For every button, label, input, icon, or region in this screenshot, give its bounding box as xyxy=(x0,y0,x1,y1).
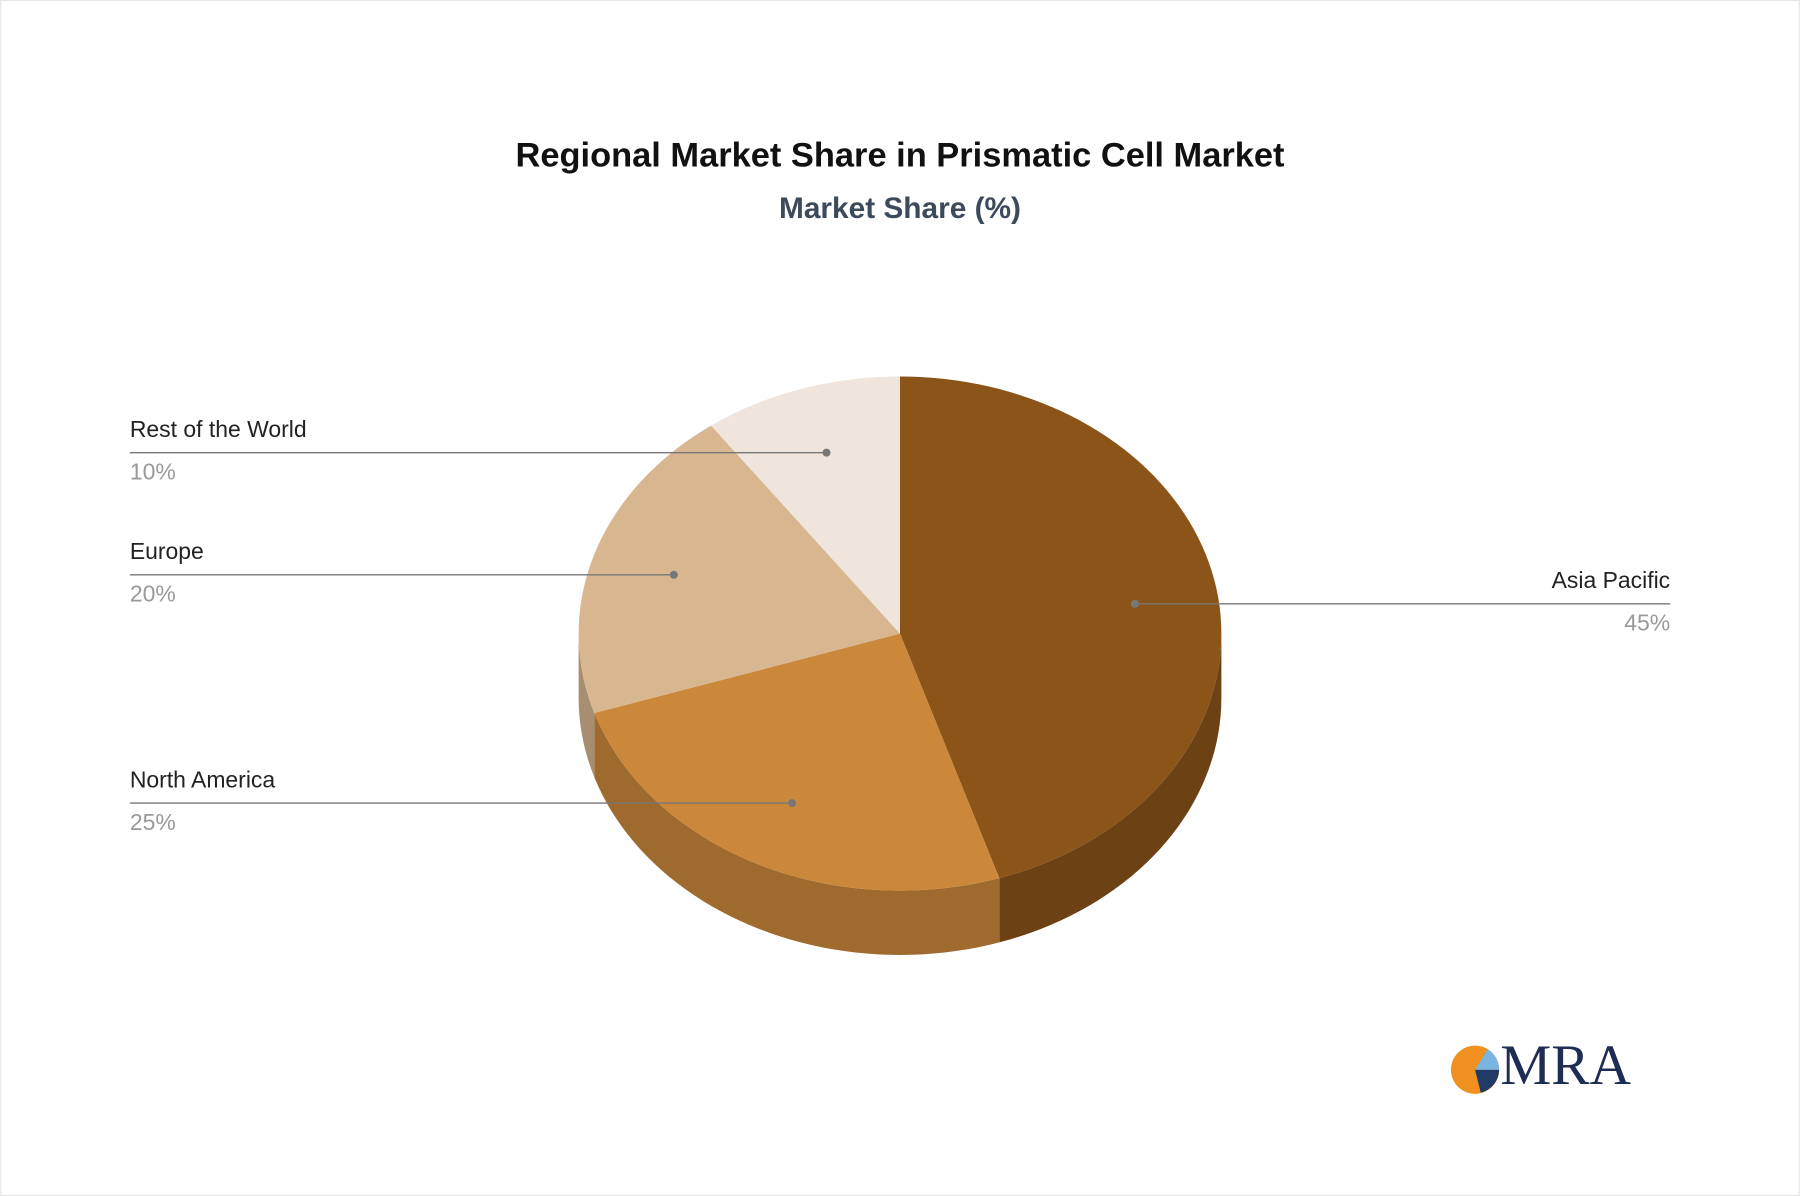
leader-dot xyxy=(1130,599,1139,608)
chart-subtitle: Market Share (%) xyxy=(779,192,1021,225)
chart-title: Regional Market Share in Prismatic Cell … xyxy=(515,136,1285,174)
slice-side xyxy=(999,633,1222,943)
leader-dot xyxy=(788,799,797,808)
logo: MRA xyxy=(1450,1034,1632,1097)
logo-icon-part xyxy=(1475,1049,1500,1070)
slice-value-label: 45% xyxy=(1624,610,1670,636)
slice xyxy=(711,376,900,634)
slice-side xyxy=(594,713,1000,955)
slice-value-label: 10% xyxy=(130,458,176,484)
slice-label: Europe xyxy=(130,538,204,564)
logo-text: MRA xyxy=(1500,1034,1631,1097)
slice-label: Rest of the World xyxy=(130,416,307,442)
slice xyxy=(578,425,900,714)
slice-side xyxy=(578,633,595,778)
slice xyxy=(900,376,1222,879)
slice-value-label: 20% xyxy=(130,581,176,607)
leader-dot xyxy=(822,448,831,457)
pie: Asia Pacific 45% North America 25% Europe 20%… xyxy=(129,376,1671,955)
slice-value-label: 25% xyxy=(130,809,176,835)
leader-dot xyxy=(669,570,678,579)
logo-icon-part xyxy=(1475,1069,1500,1093)
slice xyxy=(594,633,1000,891)
slice-label: Asia Pacific xyxy=(1552,567,1671,593)
slice-label: North America xyxy=(130,766,276,792)
